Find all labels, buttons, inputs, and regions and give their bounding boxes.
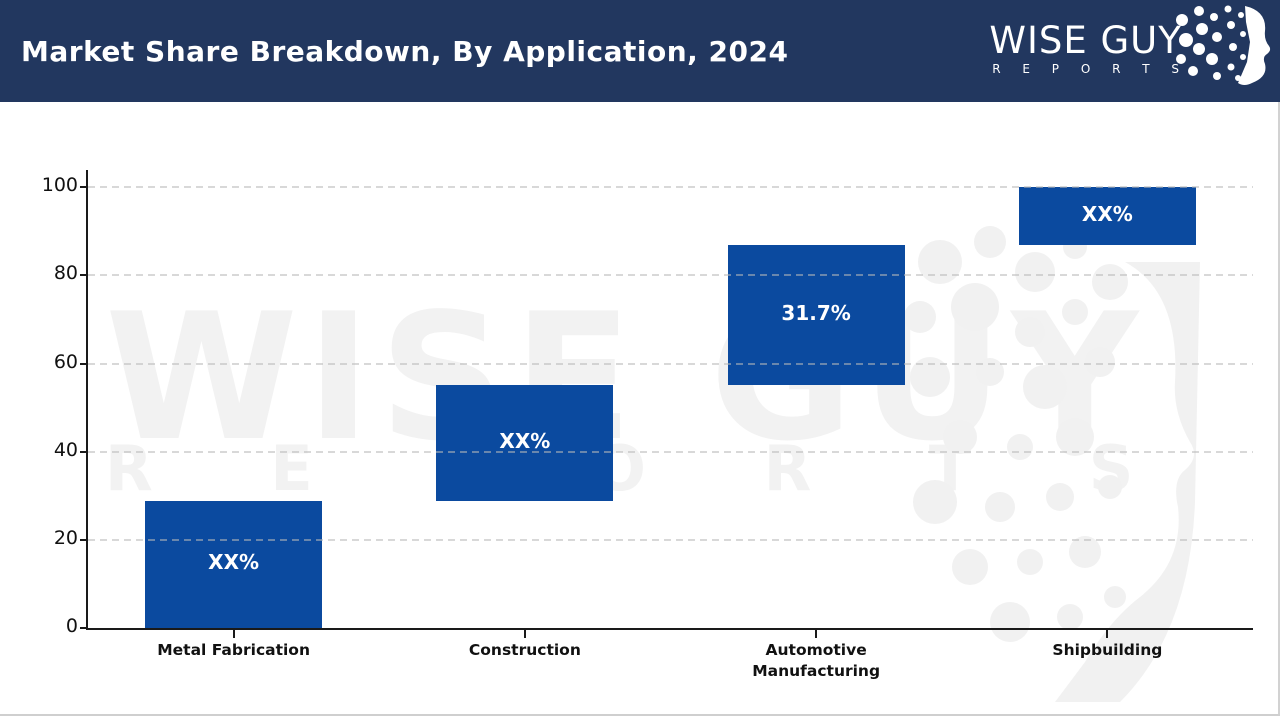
y-tick-label-40: 40 bbox=[53, 438, 78, 461]
chart-canvas: WISE GUY R E P O R T S bbox=[0, 102, 1280, 714]
gridline-40 bbox=[88, 450, 1253, 453]
x-category-label-0: Metal Fabrication bbox=[157, 641, 310, 659]
chart-title: Market Share Breakdown, By Application, … bbox=[21, 34, 789, 68]
x-axis-spine bbox=[86, 628, 1253, 630]
brand-face-dots-icon bbox=[1176, 5, 1271, 85]
bar-1 bbox=[436, 384, 614, 501]
gridline-100 bbox=[88, 186, 1253, 189]
x-category-label-3: Shipbuilding bbox=[1052, 641, 1163, 659]
y-tick-80 bbox=[80, 274, 88, 277]
y-tick-40 bbox=[80, 450, 88, 453]
bar-3 bbox=[1018, 187, 1196, 245]
x-tick-3 bbox=[1106, 630, 1109, 638]
bar-2 bbox=[727, 244, 905, 385]
bottom-divider bbox=[0, 714, 1280, 716]
bar-value-label-2: 31.7% bbox=[781, 300, 851, 325]
x-tick-2 bbox=[815, 630, 818, 638]
y-tick-label-100: 100 bbox=[41, 174, 78, 197]
y-tick-100 bbox=[80, 186, 88, 189]
header-bar: Market Share Breakdown, By Application, … bbox=[0, 0, 1280, 102]
gridline-80 bbox=[88, 274, 1253, 277]
gridline-60 bbox=[88, 362, 1253, 365]
brand-subtitle: R E P O R T S bbox=[992, 62, 1188, 77]
y-tick-0 bbox=[80, 627, 88, 629]
bar-0 bbox=[145, 500, 323, 628]
y-tick-60 bbox=[80, 362, 88, 365]
y-tick-label-0: 0 bbox=[65, 615, 78, 637]
x-tick-1 bbox=[523, 630, 526, 638]
gridline-20 bbox=[88, 538, 1253, 541]
y-axis-spine bbox=[86, 170, 88, 630]
brand-logo-text: WISE GUY R E P O R T S bbox=[983, 18, 1188, 77]
x-tick-0 bbox=[232, 630, 235, 638]
y-tick-label-60: 60 bbox=[53, 350, 78, 373]
y-tick-20 bbox=[80, 538, 88, 541]
y-tick-label-20: 20 bbox=[53, 526, 78, 549]
bar-value-label-1: XX% bbox=[499, 428, 551, 453]
x-category-label-2: Automotive Manufacturing bbox=[752, 641, 881, 680]
brand-name: WISE GUY bbox=[989, 18, 1182, 62]
x-category-label-1: Construction bbox=[468, 641, 581, 659]
bar-value-label-3: XX% bbox=[1081, 202, 1133, 227]
bar-value-label-0: XX% bbox=[208, 550, 260, 575]
brand-logo: WISE GUY R E P O R T S bbox=[983, 5, 1272, 92]
y-tick-label-80: 80 bbox=[53, 262, 78, 285]
